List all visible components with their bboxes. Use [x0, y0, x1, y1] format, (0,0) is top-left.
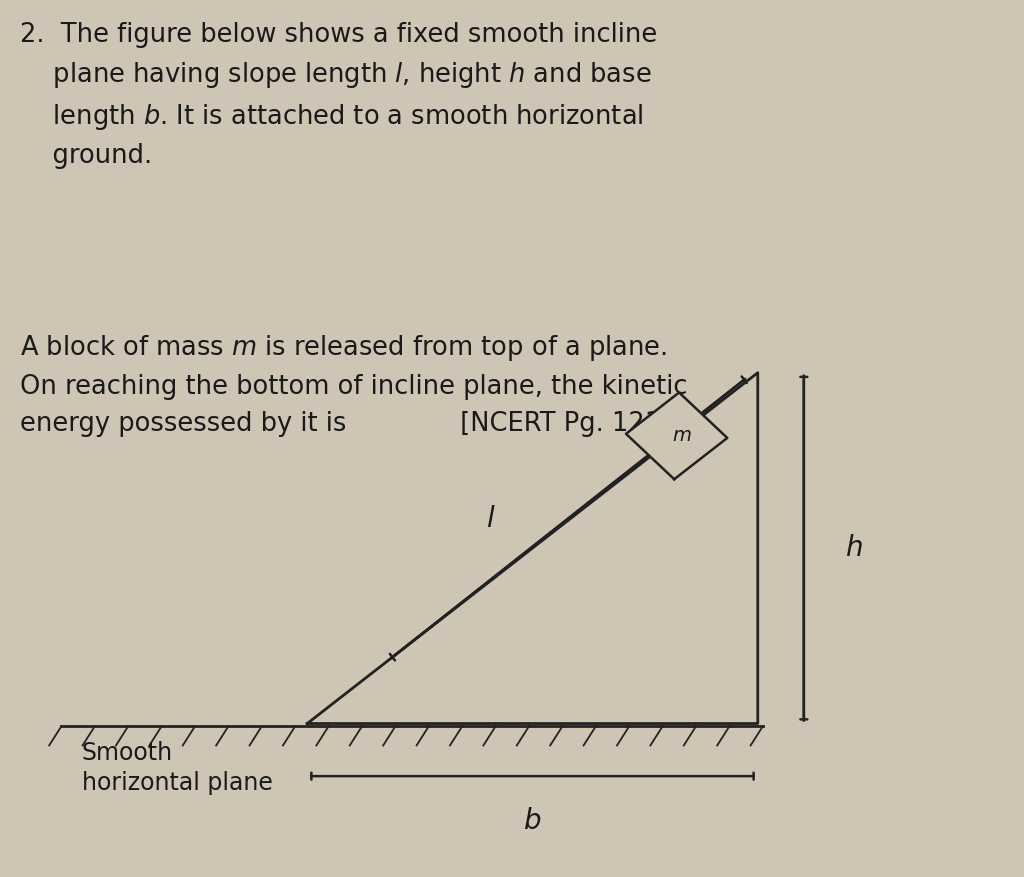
Text: $m$: $m$: [672, 426, 691, 446]
Polygon shape: [626, 393, 727, 479]
Text: $l$: $l$: [486, 505, 496, 533]
Text: A block of mass $m$ is released from top of a plane.
On reaching the bottom of i: A block of mass $m$ is released from top…: [20, 333, 688, 438]
Text: Smooth
horizontal plane: Smooth horizontal plane: [82, 741, 272, 795]
Text: $b$: $b$: [523, 807, 542, 835]
Text: $h$: $h$: [845, 534, 862, 562]
Text: 2.  The figure below shows a fixed smooth incline
    plane having slope length : 2. The figure below shows a fixed smooth…: [20, 22, 657, 169]
